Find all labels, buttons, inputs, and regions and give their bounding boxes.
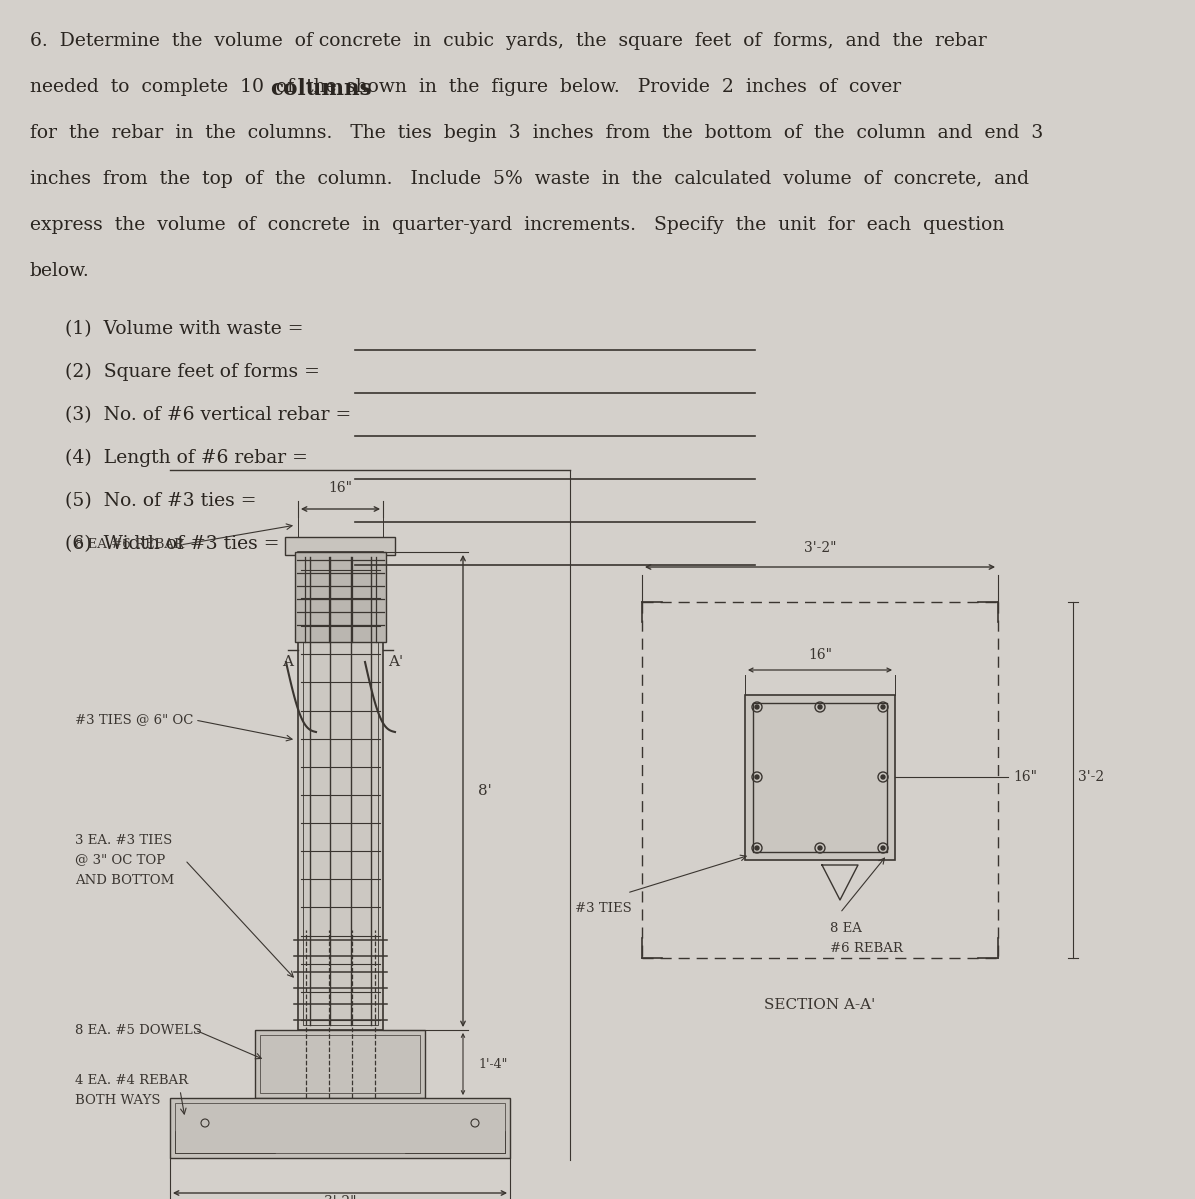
- Bar: [174, 1103, 505, 1153]
- Text: columns: columns: [270, 78, 372, 100]
- Text: below.: below.: [30, 263, 90, 281]
- Text: shown  in  the  figure  below.   Provide  2  inches  of  cover: shown in the figure below. Provide 2 inc…: [335, 78, 901, 96]
- Text: for  the  rebar  in  the  columns.   The  ties  begin  3  inches  from  the  bot: for the rebar in the columns. The ties b…: [30, 123, 1043, 141]
- Text: 3'-2: 3'-2: [1078, 770, 1104, 784]
- Bar: [304, 558, 378, 1025]
- Circle shape: [819, 846, 822, 850]
- Text: (4)  Length of #6 rebar =: (4) Length of #6 rebar =: [65, 448, 308, 468]
- Text: #3 TIES @ 6" OC: #3 TIES @ 6" OC: [75, 713, 194, 727]
- Text: 8': 8': [478, 784, 492, 799]
- Text: 16": 16": [808, 647, 832, 662]
- Text: SECTION A-A': SECTION A-A': [765, 998, 876, 1012]
- Bar: [744, 695, 895, 860]
- Text: 3'-2": 3'-2": [804, 541, 836, 555]
- Circle shape: [881, 705, 885, 709]
- Text: 3 EA. #3 TIES: 3 EA. #3 TIES: [75, 833, 172, 846]
- Circle shape: [881, 775, 885, 779]
- Text: (2)  Square feet of forms =: (2) Square feet of forms =: [65, 363, 320, 381]
- Text: A: A: [282, 655, 293, 669]
- Text: 3'-2": 3'-2": [324, 1195, 356, 1199]
- Text: needed  to  complete  10  of  the: needed to complete 10 of the: [30, 78, 349, 96]
- Circle shape: [755, 775, 759, 779]
- Text: (6)  Width of #3 ties =: (6) Width of #3 ties =: [65, 535, 280, 553]
- Text: (1)  Volume with waste =: (1) Volume with waste =: [65, 320, 304, 338]
- Text: 6.  Determine  the  volume  of concrete  in  cubic  yards,  the  square  feet  o: 6. Determine the volume of concrete in c…: [30, 32, 987, 50]
- Circle shape: [881, 846, 885, 850]
- Text: 8 EA #6 REBAR: 8 EA #6 REBAR: [75, 538, 184, 552]
- Text: @ 3" OC TOP: @ 3" OC TOP: [75, 854, 165, 867]
- Bar: [284, 537, 396, 555]
- Bar: [753, 703, 887, 852]
- Text: #3 TIES: #3 TIES: [575, 902, 632, 915]
- Text: 16": 16": [327, 481, 353, 495]
- Text: BOTH WAYS: BOTH WAYS: [75, 1093, 160, 1107]
- Bar: [295, 552, 386, 641]
- Text: 16": 16": [1013, 770, 1037, 784]
- Bar: [170, 1098, 510, 1158]
- Text: express  the  volume  of  concrete  in  quarter-yard  increments.   Specify  the: express the volume of concrete in quarte…: [30, 216, 1004, 234]
- Text: #6 REBAR: #6 REBAR: [831, 941, 903, 954]
- Circle shape: [755, 705, 759, 709]
- Text: 8 EA. #5 DOWELS: 8 EA. #5 DOWELS: [75, 1024, 202, 1036]
- Text: (3)  No. of #6 vertical rebar =: (3) No. of #6 vertical rebar =: [65, 406, 351, 424]
- Text: (5)  No. of #3 ties =: (5) No. of #3 ties =: [65, 492, 257, 510]
- Bar: [255, 1030, 425, 1098]
- Text: 4 EA. #4 REBAR: 4 EA. #4 REBAR: [75, 1073, 188, 1086]
- Text: 1'-4": 1'-4": [478, 1058, 508, 1071]
- Text: AND BOTTOM: AND BOTTOM: [75, 874, 174, 886]
- Circle shape: [819, 705, 822, 709]
- Bar: [261, 1035, 419, 1093]
- Bar: [298, 552, 384, 1030]
- Text: inches  from  the  top  of  the  column.   Include  5%  waste  in  the  calculat: inches from the top of the column. Inclu…: [30, 170, 1029, 188]
- Text: A': A': [388, 655, 403, 669]
- Text: 8 EA: 8 EA: [831, 922, 862, 934]
- Circle shape: [755, 846, 759, 850]
